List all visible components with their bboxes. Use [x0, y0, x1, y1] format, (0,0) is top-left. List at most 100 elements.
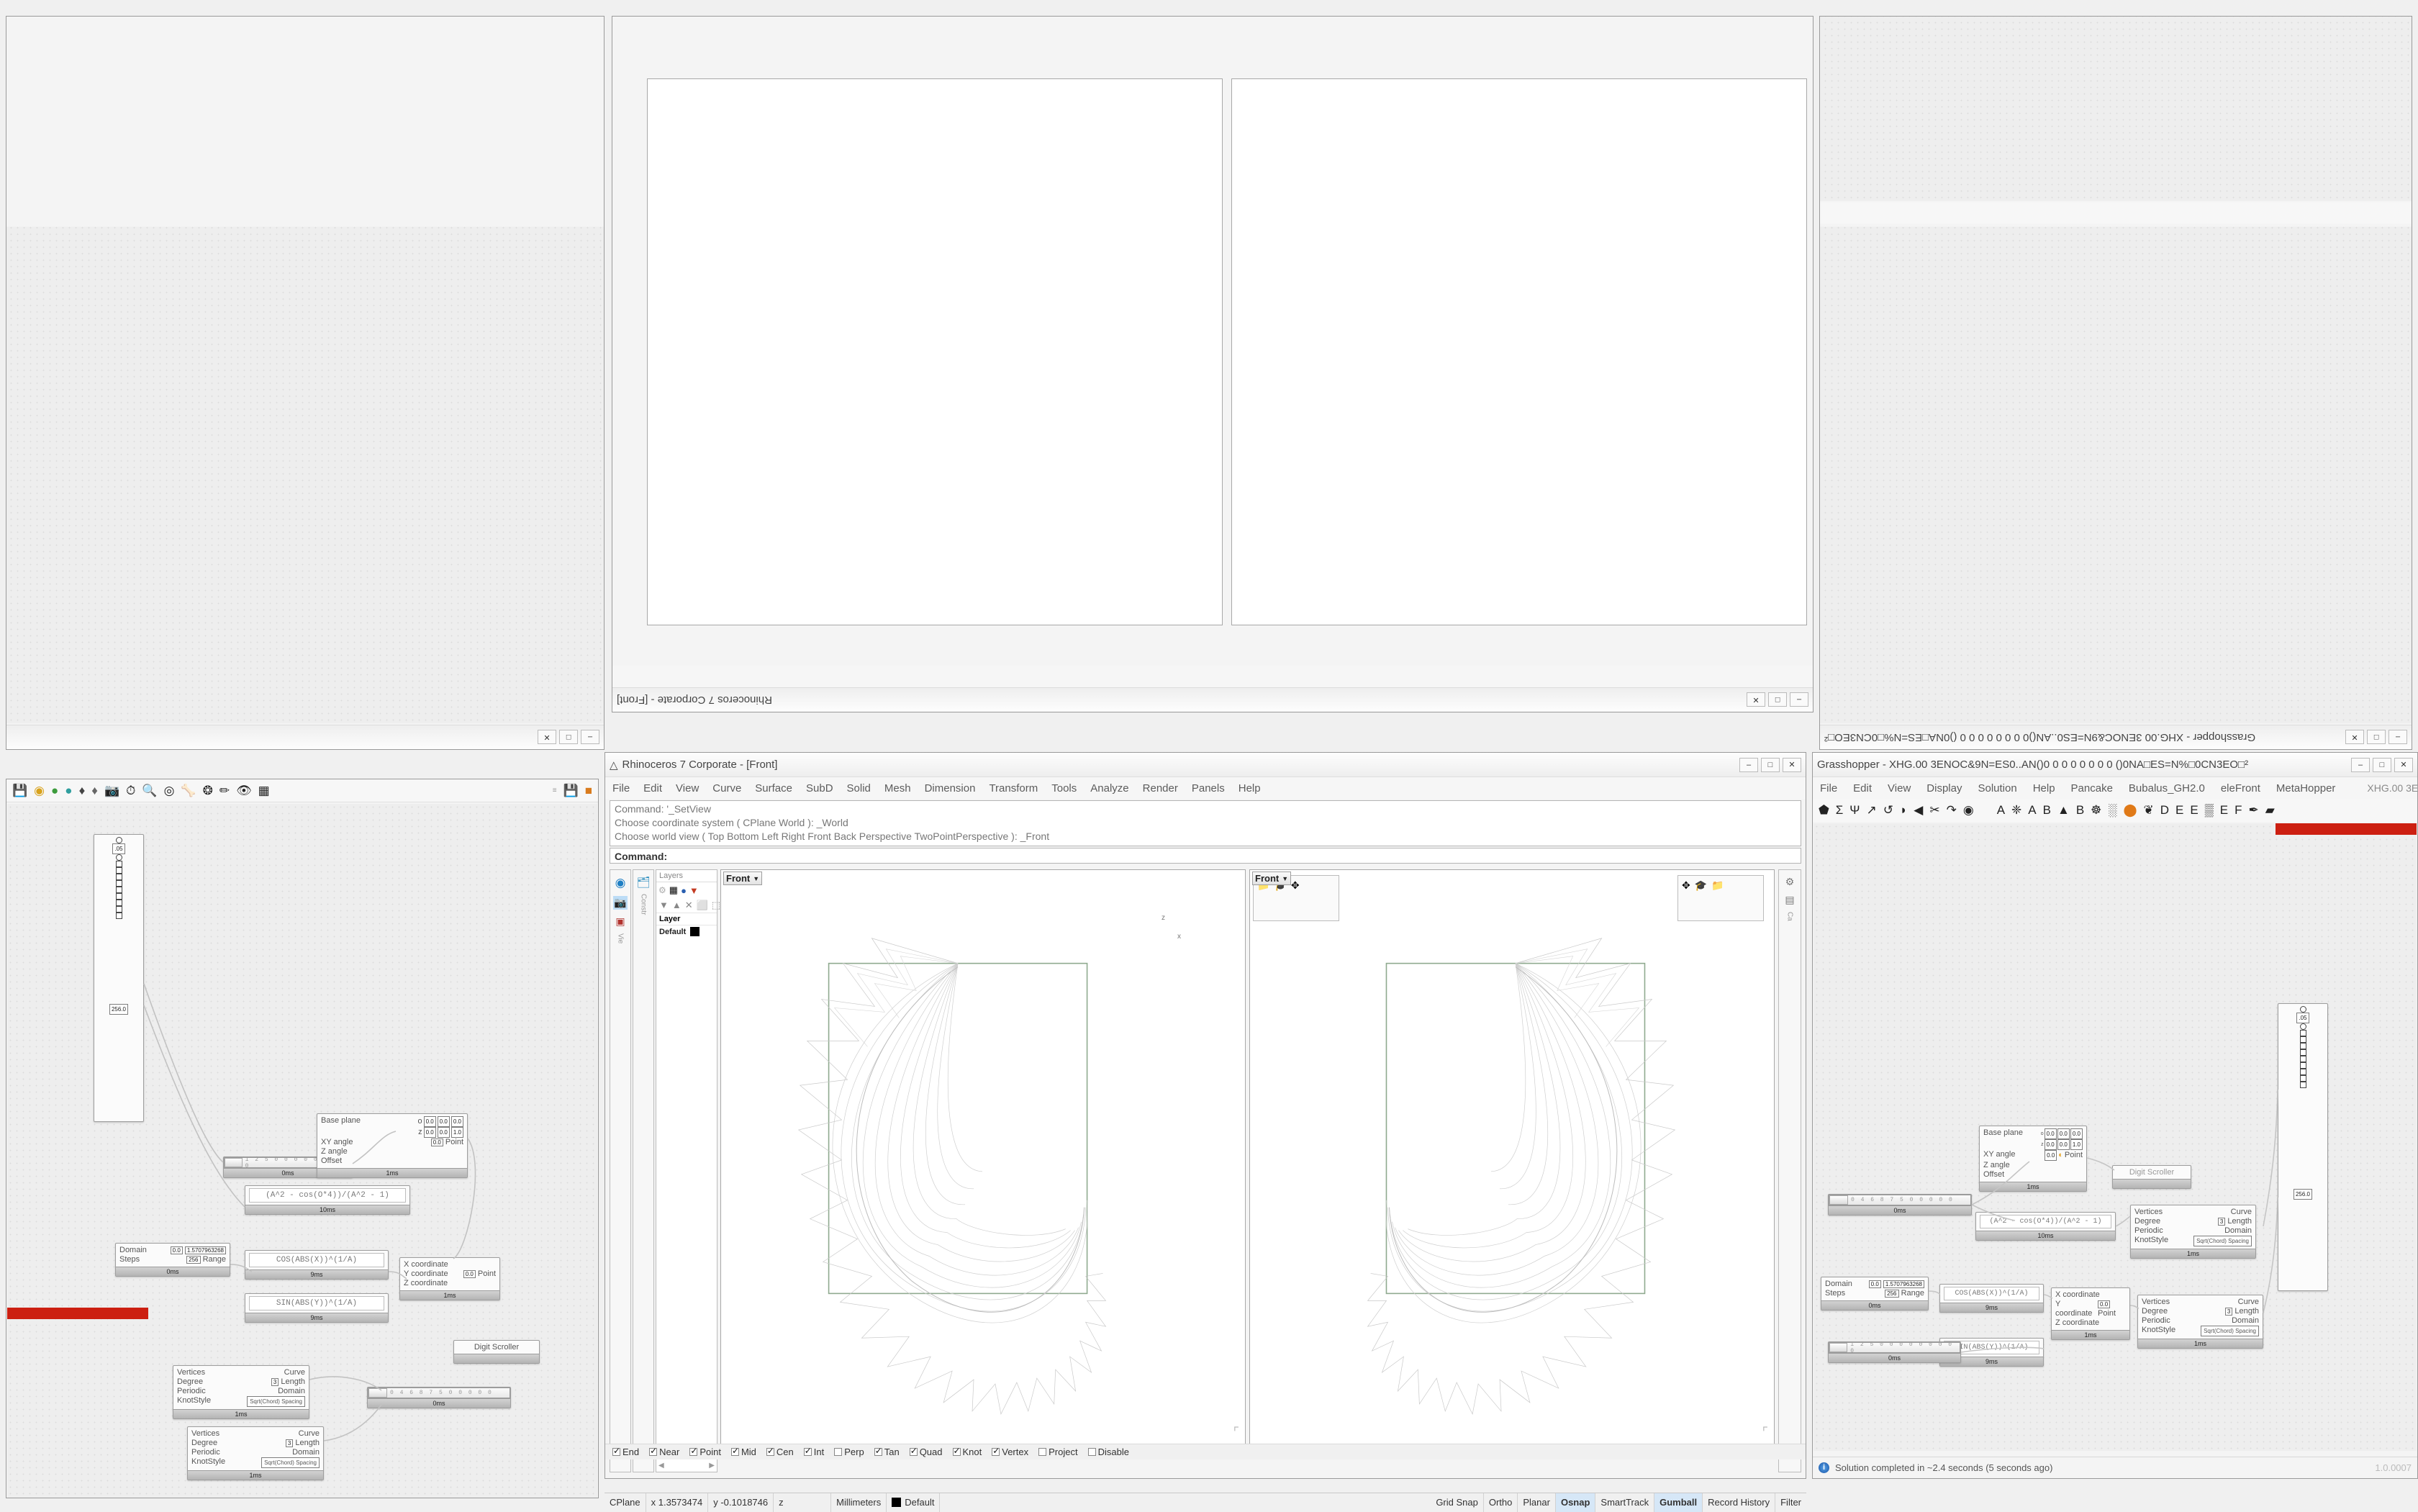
port-vertices[interactable]: Vertices — [2134, 1208, 2163, 1217]
out-domain[interactable]: Domain — [278, 1387, 305, 1396]
menu-analyze[interactable]: Analyze — [1090, 782, 1128, 795]
value-05[interactable]: .05 — [2296, 1013, 2309, 1023]
slider-digits[interactable]: 0 4 6 8 7 5 0 0 0 0 0 — [387, 1390, 493, 1396]
gh-canvas-lower[interactable] — [1820, 17, 2412, 201]
origin-x[interactable]: 0.0 — [2045, 1128, 2057, 1139]
osnap-near[interactable]: Near — [649, 1447, 679, 1457]
osnap-knot[interactable]: Knot — [953, 1447, 982, 1457]
layer-color-swatch[interactable] — [892, 1498, 901, 1507]
expression-text[interactable]: SIN(ABS(Y))^(1/A) — [249, 1296, 384, 1310]
new-layer-icon[interactable]: ⬚ — [712, 900, 720, 911]
pencil-icon[interactable]: ✏ — [219, 784, 230, 798]
gh-secondary-toolbar[interactable]: 💾 ◉ ● ● ♦ ♦ 📷 ⏱ 🔍 ◎ 🦴 ❂ ✏ 👁 ▦ ≡ 💾 ■ — [6, 779, 598, 802]
zaxis-z[interactable]: 1.0 — [2070, 1139, 2083, 1150]
degree-value[interactable]: 3 — [286, 1439, 293, 1447]
menu-transform[interactable]: Transform — [989, 782, 1038, 795]
point-value[interactable]: 0.0 — [463, 1270, 476, 1278]
menu-solution[interactable]: Solution — [1978, 782, 2016, 795]
port-degree[interactable]: Degree — [191, 1439, 217, 1448]
gh-expression-3[interactable]: SIN(ABS(Y))^(1/A) 9ms — [245, 1293, 389, 1323]
menu-help[interactable]: Help — [2033, 782, 2055, 795]
menu-render[interactable]: Render — [1143, 782, 1178, 795]
gem-icon[interactable]: ♦ — [79, 784, 86, 798]
command-prompt[interactable]: Command: — [610, 848, 1801, 864]
minimize-button[interactable]: – — [1790, 693, 1808, 707]
osnap-perp[interactable]: Perp — [834, 1447, 864, 1457]
port-x-coordinate[interactable]: X coordinate — [404, 1260, 448, 1269]
viewport-front-left[interactable]: Front ▼ — [720, 869, 1246, 1445]
knotstyle-value[interactable]: Sqrt(Chord) Spacing — [261, 1457, 320, 1468]
minimize-button[interactable]: – — [2388, 730, 2407, 745]
gh-canvas[interactable] — [1820, 227, 2412, 723]
scroll-left-icon[interactable]: ◀ — [658, 1462, 664, 1470]
range-output[interactable]: Range — [1901, 1289, 1924, 1298]
gh-point-xyz[interactable]: X coordinate Y coordinate 0.0 Point Z co… — [399, 1257, 500, 1300]
gh-slider-a[interactable]: 1 2 5 0 0 0 0 0 0 0 0 0 0ms — [1828, 1341, 1961, 1363]
port-knotstyle[interactable]: KnotStyle — [2134, 1236, 2168, 1246]
gh-menubar[interactable]: File Edit View Display Solution Help Pan… — [1813, 777, 2417, 799]
teal-sphere-icon[interactable]: ● — [65, 784, 72, 798]
checkbox-glyph-1[interactable] — [116, 861, 122, 867]
point-value[interactable]: 0.0 — [2098, 1300, 2110, 1308]
gh-nurbs-curve-b[interactable]: Vertices Curve Degree 3 Length Periodic … — [187, 1426, 324, 1480]
gh-component-tab-bar[interactable]: ⬟ Σ Ψ ↗ ↺ ◗ ◀ ✂ ↷ ◉ A ❈ A B ▲ B ☸ ░ ⬤ ❦ … — [1813, 799, 2417, 822]
origin-z[interactable]: 0.0 — [451, 1116, 463, 1127]
gh-nurbs-curve-b[interactable]: Vertices Curve Degree 3 Length Periodic … — [2137, 1295, 2263, 1349]
slider-track[interactable]: 0 4 6 8 7 5 0 0 0 0 0 — [1829, 1195, 1971, 1205]
out-domain[interactable]: Domain — [2224, 1226, 2252, 1236]
port-z-angle[interactable]: Z angle — [1983, 1161, 2010, 1170]
gh-range[interactable]: Domain 0.0 1.5707963268 Steps 256 Range … — [115, 1243, 230, 1277]
port-y-coordinate[interactable]: Y coordinate — [2055, 1300, 2093, 1318]
transform-icon[interactable]: ↷ — [1947, 803, 1957, 818]
port-z-coordinate[interactable]: Z coordinate — [404, 1279, 448, 1288]
layers-stack-icon[interactable]: 🗂 — [636, 876, 650, 889]
bone-icon[interactable]: 🦴 — [181, 784, 196, 798]
steps-value[interactable]: 256 — [1885, 1290, 1898, 1298]
gh-base-plane[interactable]: Base plane o 0.0 0.0 0.0 z 0.0 0.0 1.0 X… — [1979, 1126, 2087, 1192]
gh-expression-2[interactable]: COS(ABS(X))^(1/A) 9ms — [1939, 1284, 2044, 1313]
osnap-cen[interactable]: Cen — [766, 1447, 794, 1457]
port-degree[interactable]: Degree — [2142, 1307, 2168, 1316]
port-y-coordinate[interactable]: Y coordinate — [404, 1269, 448, 1279]
viewport-front-left[interactable] — [1231, 78, 1807, 625]
port-base-plane[interactable]: Base plane — [321, 1116, 361, 1127]
xy-angle-value[interactable]: 0.0 — [2045, 1150, 2057, 1161]
expression-text[interactable]: (A^2 - cos(O*4))/(A^2 - 1) — [1980, 1215, 2111, 1228]
display-icon[interactable]: ◉ — [1963, 803, 1974, 818]
cat-b2[interactable]: ▲ — [2057, 803, 2070, 818]
statusbar-toggle-filter[interactable]: Filter — [1775, 1493, 1806, 1512]
camera-icon[interactable]: 📷 — [104, 784, 119, 798]
statusbar-units[interactable]: Millimeters — [831, 1493, 887, 1512]
out-length[interactable]: Length — [2234, 1307, 2259, 1316]
zaxis-x[interactable]: 0.0 — [424, 1127, 436, 1138]
menu-elefront[interactable]: eleFront — [2221, 782, 2260, 795]
minimize-button[interactable]: – — [2351, 758, 2370, 772]
value-05[interactable]: .05 — [112, 843, 124, 854]
port-xy-angle[interactable]: XY angle — [321, 1138, 353, 1147]
checkbox-glyph-3[interactable] — [116, 874, 122, 880]
checkbox-glyph-2[interactable] — [116, 867, 122, 874]
statusbar-toggle-smarttrack[interactable]: SmartTrack — [1595, 1493, 1654, 1512]
port-periodic[interactable]: Periodic — [2134, 1226, 2163, 1236]
port-periodic[interactable]: Periodic — [177, 1387, 206, 1396]
port-vertices[interactable]: Vertices — [2142, 1298, 2170, 1307]
close-button[interactable]: ✕ — [2345, 730, 2364, 745]
rhino-statusbar[interactable]: CPlane x 1.3573474 y -0.1018746 z Millim… — [604, 1493, 1806, 1511]
port-xy-angle[interactable]: XY angle — [1983, 1150, 2015, 1161]
port-vertices[interactable]: Vertices — [177, 1368, 205, 1377]
gear-icon[interactable]: ⚙ — [1785, 876, 1795, 888]
gh-range[interactable]: Domain 0.0 1.5707963268 Steps 256 Range … — [1821, 1277, 1929, 1310]
checkbox-glyph-9[interactable] — [2300, 1082, 2306, 1088]
green-sphere-icon[interactable]: ● — [51, 784, 58, 798]
osnap-disable[interactable]: Disable — [1088, 1447, 1129, 1457]
menu-curve[interactable]: Curve — [712, 782, 741, 795]
menu-panels[interactable]: Panels — [1192, 782, 1225, 795]
degree-value[interactable]: 3 — [2218, 1218, 2225, 1226]
gh-component-value-list[interactable]: .05 256.0 — [2278, 1003, 2328, 1291]
port-knotstyle[interactable]: KnotStyle — [191, 1457, 225, 1468]
checkbox-glyph-2[interactable] — [2300, 1036, 2306, 1043]
expression-text[interactable]: COS(ABS(X))^(1/A) — [249, 1253, 384, 1267]
menu-file[interactable]: File — [1820, 782, 1837, 795]
port-degree[interactable]: Degree — [177, 1377, 203, 1387]
out-curve[interactable]: Curve — [299, 1429, 320, 1439]
